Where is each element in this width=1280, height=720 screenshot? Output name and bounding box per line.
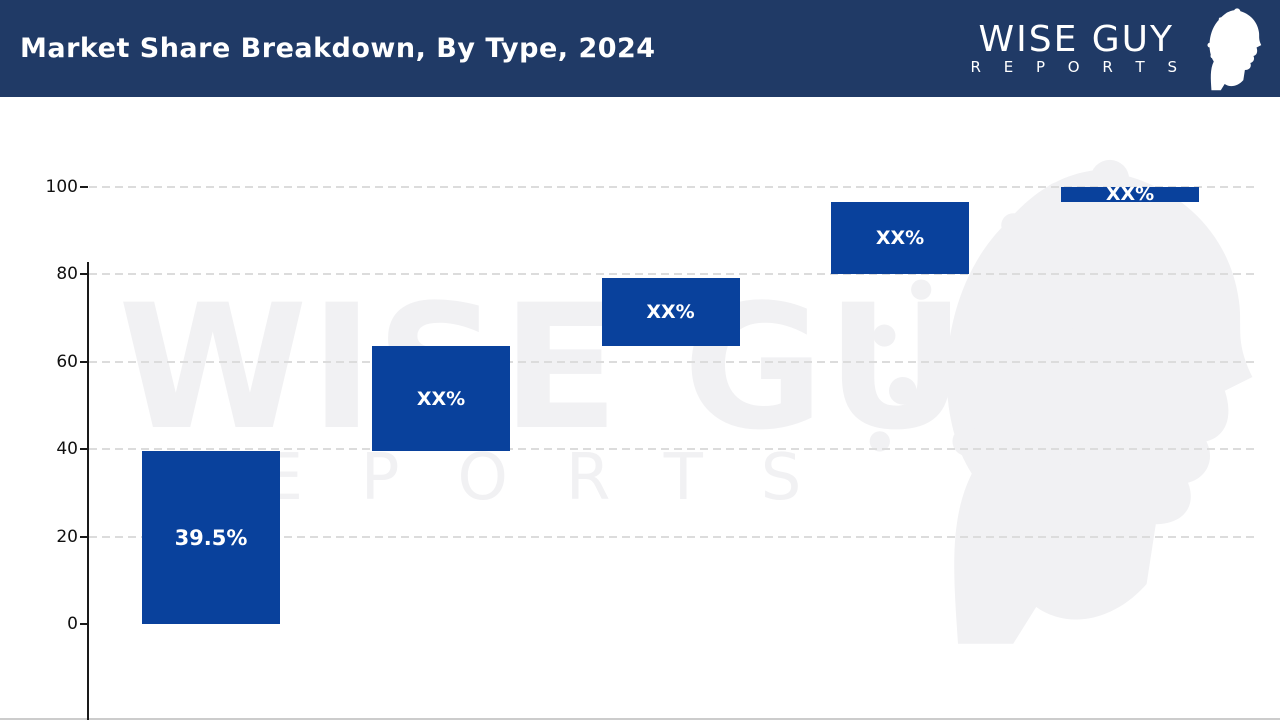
y-tick-mark-60 — [80, 360, 88, 363]
logo-wordmark: WISE GUY — [978, 18, 1175, 60]
watermark-head-icon — [820, 140, 1280, 664]
header-bar: Market Share Breakdown, By Type, 2024 WI… — [0, 0, 1280, 97]
bar-segment: XX% — [372, 346, 510, 452]
gridline-y40 — [89, 448, 1257, 450]
y-tick-mark-100 — [80, 185, 88, 188]
y-tick-label-60: 60 — [56, 351, 78, 372]
y-tick-mark-20 — [80, 535, 88, 538]
bar-value-label: XX% — [1105, 183, 1155, 206]
y-tick-label-0: 0 — [67, 614, 78, 634]
bar-segment: XX% — [1061, 183, 1199, 205]
bar-segment: 39.5% — [142, 451, 280, 624]
wise-guy-reports-logo: WISE GUY R E P O R T S — [967, 7, 1280, 91]
y-tick-mark-40 — [80, 448, 88, 450]
y-tick-label-80: 80 — [56, 264, 78, 284]
gridline-y20 — [89, 535, 1257, 538]
bar-value-label: XX% — [646, 301, 695, 324]
bar-value-label: XX% — [875, 226, 925, 249]
y-tick-mark-0 — [80, 623, 88, 625]
gridline-y60 — [89, 360, 1257, 363]
gridline-y80 — [89, 273, 1257, 275]
bar-value-label: 39.5% — [174, 525, 248, 550]
logo-subtitle: R E P O R T S — [970, 57, 1186, 76]
bar-value-label: XX% — [416, 387, 466, 410]
logo-text: WISE GUY R E P O R T S — [967, 18, 1186, 76]
y-tick-label-40: 40 — [56, 439, 78, 459]
gridline-y100 — [89, 185, 1257, 188]
bar-segment: XX% — [831, 201, 969, 274]
y-tick-label-100: 100 — [45, 176, 78, 197]
head-profile-icon — [1188, 7, 1266, 91]
page-title: Market Share Breakdown, By Type, 2024 — [20, 33, 656, 64]
y-tick-label-20: 20 — [56, 526, 78, 547]
y-tick-mark-80 — [80, 273, 88, 275]
bar-segment: XX% — [601, 278, 740, 347]
y-axis-spine — [87, 262, 89, 720]
